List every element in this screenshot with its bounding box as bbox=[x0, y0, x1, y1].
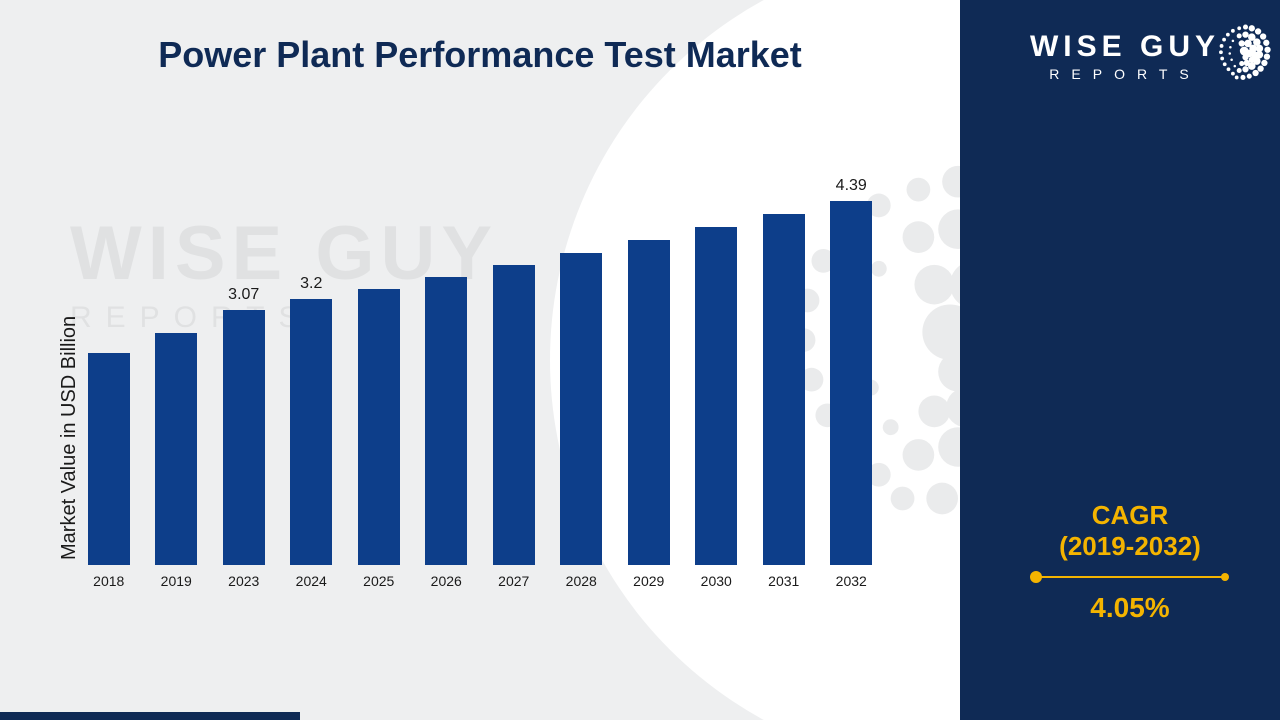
cagr-divider bbox=[1035, 576, 1225, 578]
bar-column: 2027 bbox=[480, 150, 548, 565]
x-category-label: 2027 bbox=[498, 573, 529, 589]
infographic-canvas: WISE GUY REPORTS Power Plant Performance… bbox=[0, 0, 1280, 720]
bar-column: 2030 bbox=[683, 150, 751, 565]
bar-value-label: 4.39 bbox=[836, 177, 867, 195]
x-category-label: 2032 bbox=[836, 573, 867, 589]
bar bbox=[830, 201, 872, 565]
x-category-label: 2025 bbox=[363, 573, 394, 589]
cagr-range: (2019-2032) bbox=[1010, 531, 1250, 562]
x-category-label: 2029 bbox=[633, 573, 664, 589]
bar-group: 201820193.0720233.2202420252026202720282… bbox=[75, 150, 885, 565]
x-category-label: 2030 bbox=[701, 573, 732, 589]
bar bbox=[223, 310, 265, 565]
brand-logo-main: WISE GUY bbox=[1010, 30, 1240, 64]
brand-logo-sub: REPORTS bbox=[1010, 66, 1240, 82]
bar-column: 2025 bbox=[345, 150, 413, 565]
bar bbox=[88, 353, 130, 565]
cagr-label: CAGR bbox=[1010, 500, 1250, 531]
bar-column: 2031 bbox=[750, 150, 818, 565]
bar bbox=[763, 214, 805, 565]
x-category-label: 2031 bbox=[768, 573, 799, 589]
bar-value-label: 3.07 bbox=[228, 286, 259, 304]
brand-logo-head-icon bbox=[1214, 22, 1277, 85]
bar bbox=[358, 289, 400, 565]
bottom-accent-bar bbox=[0, 712, 300, 720]
bar bbox=[695, 227, 737, 565]
bar bbox=[155, 333, 197, 565]
bar-column: 2019 bbox=[143, 150, 211, 565]
bar-column: 2029 bbox=[615, 150, 683, 565]
bar-column: 2028 bbox=[548, 150, 616, 565]
bar bbox=[560, 253, 602, 565]
x-category-label: 2024 bbox=[296, 573, 327, 589]
bar-column: 4.392032 bbox=[818, 150, 886, 565]
bar bbox=[628, 240, 670, 565]
cagr-value: 4.05% bbox=[1010, 592, 1250, 624]
bar bbox=[493, 265, 535, 565]
x-category-label: 2018 bbox=[93, 573, 124, 589]
cagr-dot-right-icon bbox=[1221, 573, 1229, 581]
bar bbox=[425, 277, 467, 565]
cagr-dot-left-icon bbox=[1030, 571, 1042, 583]
brand-logo: WISE GUY REPORTS bbox=[1010, 30, 1240, 82]
bar-value-label: 3.2 bbox=[300, 275, 322, 293]
bar bbox=[290, 299, 332, 565]
x-category-label: 2023 bbox=[228, 573, 259, 589]
bar-column: 3.072023 bbox=[210, 150, 278, 565]
bar-chart: 201820193.0720233.2202420252026202720282… bbox=[75, 150, 885, 565]
bar-column: 3.22024 bbox=[278, 150, 346, 565]
cagr-box: CAGR (2019-2032) 4.05% bbox=[1010, 500, 1250, 624]
x-category-label: 2028 bbox=[566, 573, 597, 589]
bar-column: 2018 bbox=[75, 150, 143, 565]
chart-title: Power Plant Performance Test Market bbox=[0, 34, 960, 76]
x-category-label: 2026 bbox=[431, 573, 462, 589]
x-category-label: 2019 bbox=[161, 573, 192, 589]
bar-column: 2026 bbox=[413, 150, 481, 565]
